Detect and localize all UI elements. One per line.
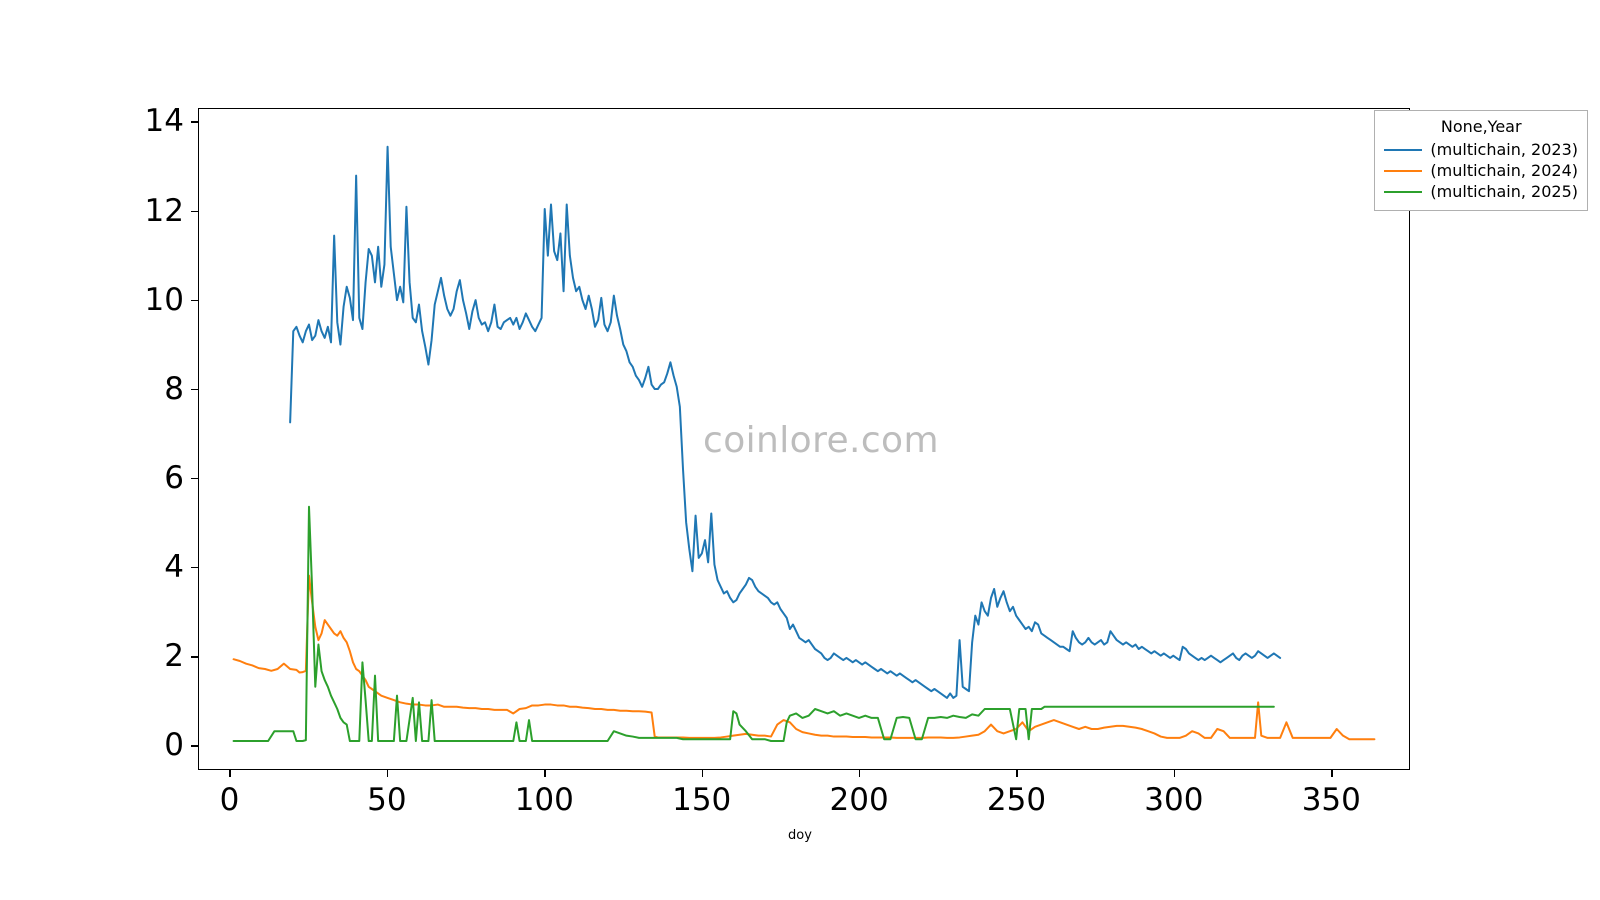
y-tick-mark [191,210,198,212]
y-tick-label: 12 [144,192,184,229]
legend-title: None,Year [1440,117,1522,136]
x-axis-title: doy [788,828,812,843]
y-tick-label: 4 [164,549,184,586]
x-tick-label: 50 [367,782,407,818]
x-tick-label: 350 [1301,782,1361,818]
y-tick-mark [191,478,198,480]
series-canvas [199,109,1409,769]
y-tick-label: 14 [144,103,184,140]
y-tick-label: 0 [164,727,184,764]
y-tick-mark [191,567,198,569]
legend-item[interactable]: (multichain, 2025) [1384,181,1578,202]
y-tick-mark [191,745,198,747]
y-tick-label: 2 [164,638,184,675]
y-tick-label: 8 [164,370,184,407]
series-line-1 [290,147,1280,698]
x-tick-mark [1331,770,1333,777]
series-line-2 [234,576,1375,740]
x-tick-mark [1016,770,1018,777]
legend-color-swatch [1384,190,1423,193]
x-tick-mark [859,770,861,777]
y-tick-mark [191,656,198,658]
legend-item-label: (multichain, 2025) [1430,182,1578,201]
x-tick-mark [544,770,546,777]
legend-item[interactable]: (multichain, 2024) [1384,160,1578,181]
legend-item-label: (multichain, 2023) [1430,140,1578,159]
y-tick-label: 10 [144,281,184,318]
plot-area [198,108,1410,770]
x-tick-mark [1173,770,1176,777]
x-tick-mark [229,770,231,777]
legend-color-swatch [1384,169,1423,172]
y-tick-mark [191,121,198,123]
legend-item[interactable]: (multichain, 2023) [1384,139,1578,160]
x-tick-label: 100 [514,782,574,818]
x-tick-mark [701,770,703,777]
y-tick-mark [191,299,198,301]
x-tick-label: 150 [672,782,732,818]
y-tick-mark [191,388,198,391]
y-tick-label: 6 [164,460,184,496]
legend: None,Year (multichain, 2023) (multichain,… [1374,110,1588,211]
x-tick-mark [386,770,389,777]
series-line-3 [234,507,1274,741]
x-tick-label: 0 [219,782,240,818]
watermark-text: coinlore.com [703,420,939,461]
legend-item-label: (multichain, 2024) [1430,161,1578,180]
x-tick-label: 250 [986,782,1047,818]
legend-color-swatch [1384,148,1423,151]
legend-entries: (multichain, 2023) (multichain, 2024) (mul… [1384,139,1578,202]
x-tick-label: 300 [1144,782,1204,818]
x-tick-label: 200 [829,782,889,818]
